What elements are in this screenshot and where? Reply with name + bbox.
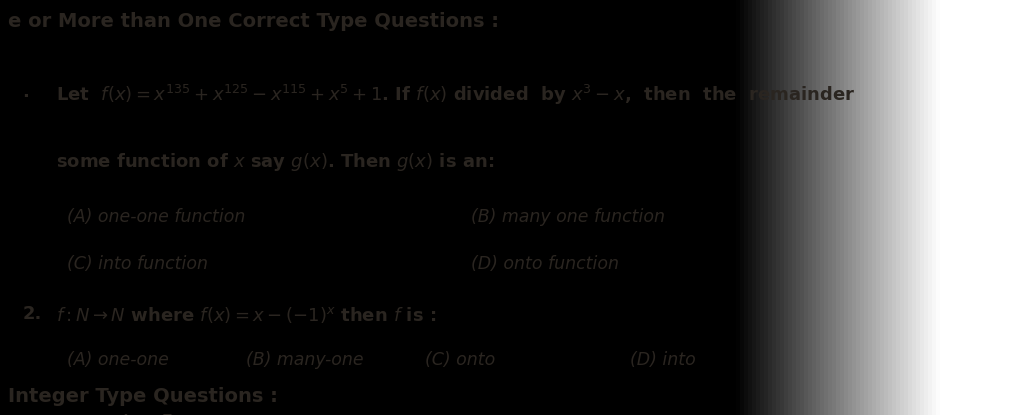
Text: $f : N \rightarrow N$ where $f(x) = x - (-1)^x$ then $f$ is :: $f : N \rightarrow N$ where $f(x) = x - …: [56, 305, 436, 325]
Text: Integer Type Questions :: Integer Type Questions :: [8, 387, 279, 406]
Text: 2.: 2.: [23, 305, 42, 323]
Text: .: .: [23, 83, 30, 101]
Text: (A) one-one function: (A) one-one function: [67, 208, 245, 225]
Text: (C) onto: (C) onto: [425, 351, 496, 369]
Text: $4a - 7$: $4a - 7$: [118, 413, 172, 415]
Text: (C) into function: (C) into function: [67, 255, 208, 273]
Text: some function of $x$ say $g(x)$. Then $g(x)$ is an:: some function of $x$ say $g(x)$. Then $g…: [56, 151, 495, 173]
Text: (B) many-one: (B) many-one: [246, 351, 364, 369]
Text: (A) one-one: (A) one-one: [67, 351, 168, 369]
Text: (D) into: (D) into: [630, 351, 695, 369]
Text: e or More than One Correct Type Questions :: e or More than One Correct Type Question…: [8, 12, 499, 32]
Text: Let  $f(x) = x^{135} + x^{125} - x^{115} + x^5 + 1$. If $f(x)$ divided  by $x^3 : Let $f(x) = x^{135} + x^{125} - x^{115} …: [56, 83, 856, 107]
Text: (D) onto function: (D) onto function: [471, 255, 620, 273]
Text: (B) many one function: (B) many one function: [471, 208, 665, 225]
